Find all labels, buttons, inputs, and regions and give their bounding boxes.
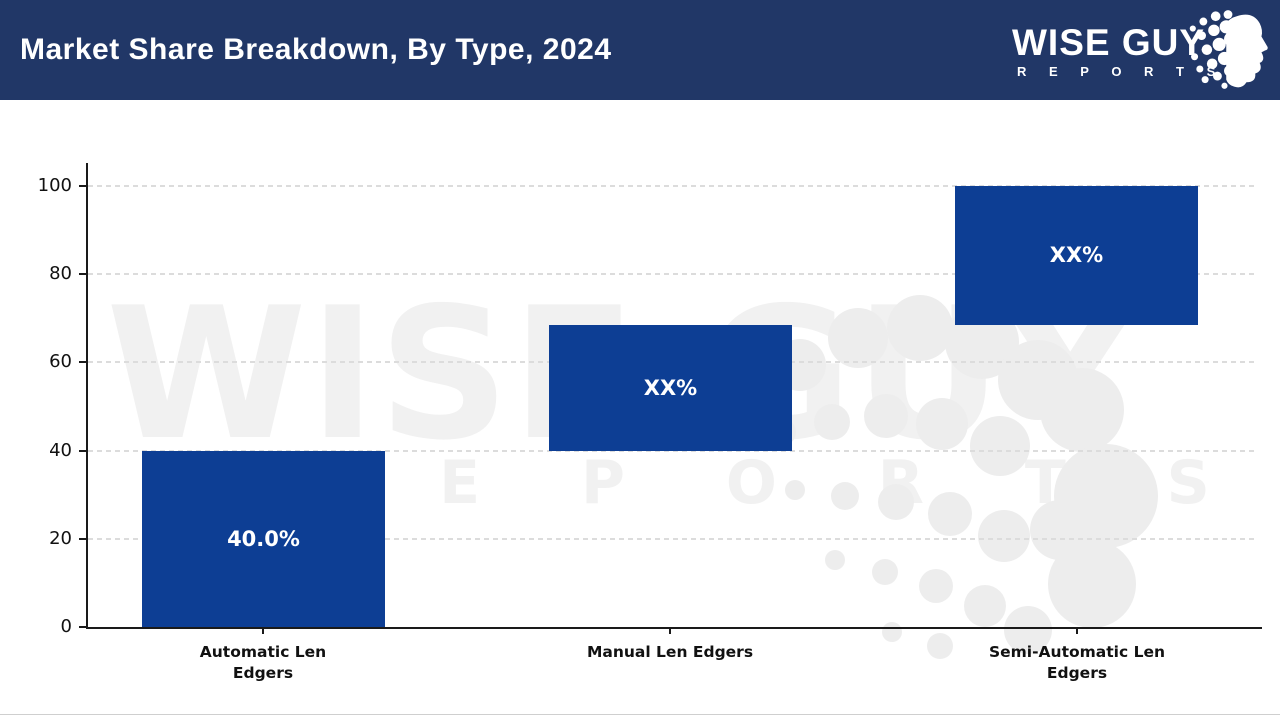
y-tick-label: 80 — [49, 263, 72, 285]
x-category-line: Automatic Len — [199, 643, 327, 661]
bar-value-label: XX% — [1049, 243, 1104, 268]
bar-semi-automatic-len-edgers: XX% — [955, 186, 1198, 325]
y-tickmark — [79, 449, 86, 452]
bar-value-label: 40.0% — [227, 526, 300, 551]
y-tickmark — [79, 185, 86, 187]
gridline-20 — [88, 537, 1258, 540]
logo-wordmark: WISE GUY — [1012, 22, 1206, 63]
y-tickmark — [79, 537, 86, 540]
x-tickmark — [262, 627, 264, 634]
gridline-40 — [88, 449, 1258, 452]
bar-value-label: XX% — [643, 375, 698, 400]
gridline-80 — [88, 273, 1258, 276]
page-title: Market Share Breakdown, By Type, 2024 — [20, 33, 612, 66]
x-category-line: Edgers — [1046, 664, 1108, 682]
wiseguy-logo: WISE GUY R E P O R T S — [1012, 8, 1272, 94]
y-tickmark — [79, 361, 86, 364]
y-tick-label: 40 — [49, 439, 72, 461]
y-tickmark — [79, 273, 86, 276]
y-tick-label: 0 — [60, 616, 72, 637]
gridline-100 — [88, 185, 1258, 187]
x-category-line: Semi-Automatic Len — [988, 643, 1165, 661]
x-axis-line — [86, 627, 1262, 629]
header-bar: Market Share Breakdown, By Type, 2024 WI… — [0, 0, 1280, 100]
y-tick-label: 20 — [49, 527, 72, 549]
plot: 0 20 40 60 80 100 40.0% XX% XX% Automati… — [38, 163, 1262, 682]
x-category-label: Manual Len Edgers — [530, 642, 810, 663]
x-tickmark — [669, 627, 671, 634]
logo-text: WISE GUY R E P O R T S — [1012, 22, 1225, 80]
wiseguy-face-icon — [1188, 10, 1268, 89]
x-category-label: Automatic Len Edgers — [123, 642, 403, 684]
bottom-divider — [0, 714, 1280, 715]
x-category-label: Semi-Automatic Len Edgers — [937, 642, 1217, 684]
x-category-line: Edgers — [232, 664, 294, 682]
y-tickmark — [79, 626, 86, 628]
x-category-line: Manual Len Edgers — [586, 643, 754, 661]
chart-area: WISE GUY R E P O R T S — [0, 100, 1280, 714]
y-tick-label: 60 — [49, 351, 72, 373]
bar-automatic-len-edgers: 40.0% — [142, 450, 385, 627]
x-tickmark — [1076, 627, 1078, 634]
y-tick-label: 100 — [37, 175, 72, 196]
bar-manual-len-edgers: XX% — [549, 324, 792, 451]
y-axis-line — [86, 163, 88, 629]
logo-subtext: R E P O R T S — [1017, 64, 1225, 79]
